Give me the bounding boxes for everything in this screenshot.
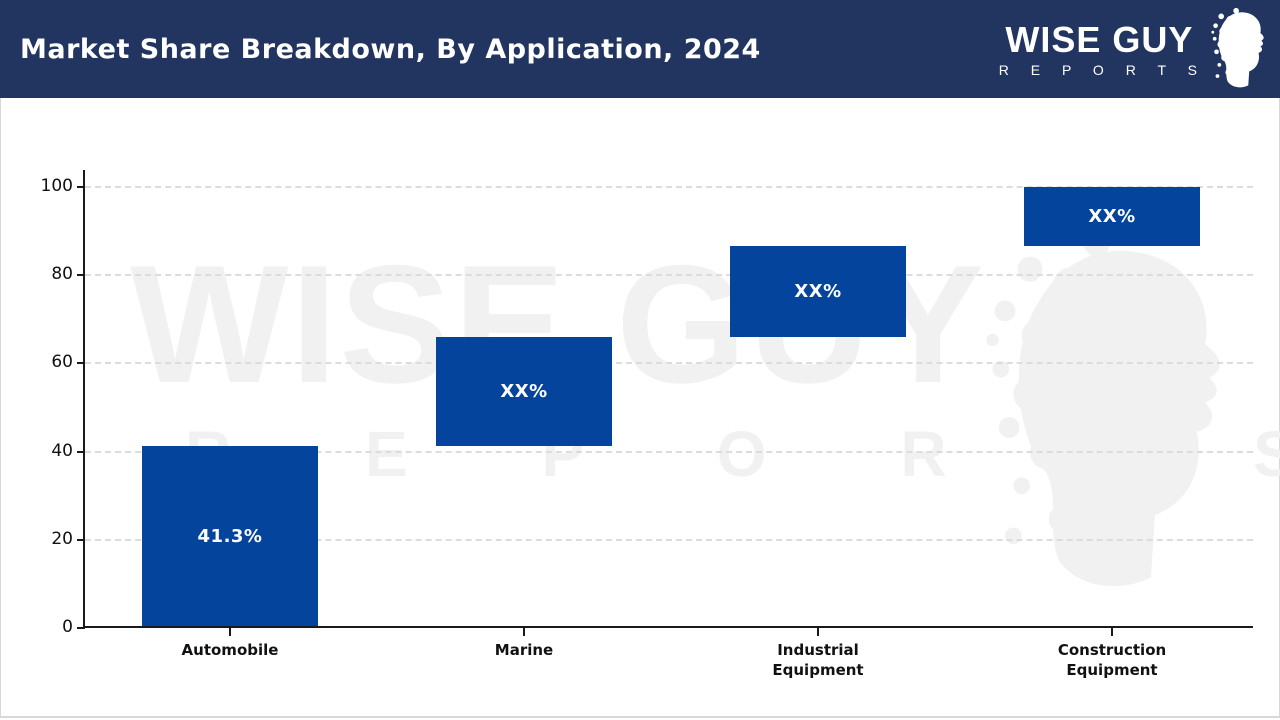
wise-guy-reports-logo: WISE GUY R E P O R T S — [993, 7, 1280, 91]
x-category-label-0: Automobile — [181, 641, 279, 659]
gridline-80 — [85, 274, 1253, 277]
gridline-40 — [85, 450, 1253, 453]
logo-dotted-head-icon — [1210, 7, 1266, 91]
y-tick-label-40: 40 — [51, 440, 73, 461]
y-tick-100 — [77, 186, 85, 188]
y-tick-20 — [77, 538, 85, 541]
gridline-20 — [85, 538, 1253, 541]
logo-reports-text: R E P O R T S — [998, 61, 1206, 78]
y-tick-60 — [77, 362, 85, 365]
bar-industrial-equipment: XX% — [730, 246, 906, 337]
y-tick-label-20: 20 — [51, 528, 73, 549]
header-bar: Market Share Breakdown, By Application, … — [0, 0, 1280, 98]
x-category-label-1: Marine — [494, 641, 554, 659]
x-category-label-2: Industrial Equipment — [772, 641, 864, 680]
bar-value-label: XX% — [500, 380, 548, 402]
bar-marine: XX% — [436, 336, 612, 446]
bar-value-label: 41.3% — [197, 526, 263, 548]
y-tick-80 — [77, 274, 85, 277]
gridline-60 — [85, 362, 1253, 365]
x-tick-2 — [817, 628, 819, 636]
x-axis-line — [83, 626, 1253, 628]
x-tick-0 — [229, 628, 231, 636]
x-tick-1 — [523, 628, 525, 636]
x-category-label-3: Construction Equipment — [1057, 641, 1167, 680]
logo-wise-guy-text: WISE GUY — [1005, 18, 1194, 60]
y-tick-label-80: 80 — [51, 264, 73, 285]
page-title: Market Share Breakdown, By Application, … — [20, 33, 761, 65]
y-axis-line — [83, 170, 85, 628]
y-tick-0 — [77, 627, 85, 629]
bar-value-label: XX% — [1088, 206, 1136, 228]
logo-text: WISE GUY R E P O R T S — [993, 18, 1206, 78]
gridline-100 — [85, 186, 1253, 188]
y-tick-label-60: 60 — [51, 352, 73, 373]
y-tick-label-100: 100 — [40, 176, 73, 196]
bar-value-label: XX% — [794, 281, 842, 303]
bar-automobile: 41.3% — [142, 445, 318, 628]
bar-construction-equipment: XX% — [1024, 187, 1200, 247]
x-tick-3 — [1111, 628, 1113, 636]
y-tick-40 — [77, 450, 85, 453]
y-tick-label-0: 0 — [62, 617, 73, 637]
